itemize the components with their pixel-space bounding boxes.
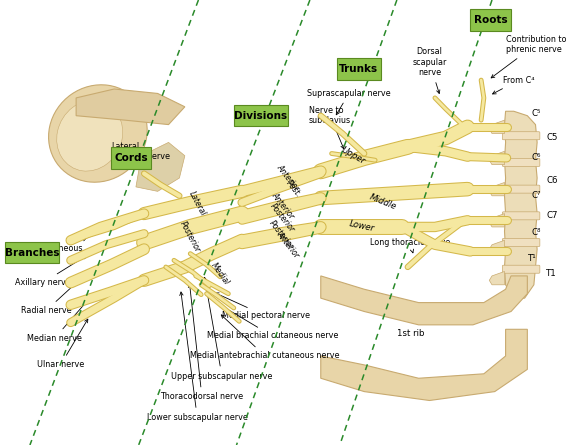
- Polygon shape: [489, 271, 505, 285]
- Text: Posterior: Posterior: [269, 202, 297, 234]
- Polygon shape: [489, 151, 505, 165]
- Text: Medial antebrachial cutaneous nerve: Medial antebrachial cutaneous nerve: [191, 315, 340, 360]
- Polygon shape: [136, 142, 185, 191]
- Polygon shape: [489, 120, 505, 134]
- Text: Lateral
pectoral nerve: Lateral pectoral nerve: [111, 142, 170, 170]
- Polygon shape: [489, 214, 505, 227]
- Polygon shape: [489, 240, 505, 254]
- Ellipse shape: [49, 85, 147, 182]
- Text: Middle: Middle: [369, 193, 398, 212]
- Text: C⁶: C⁶: [532, 154, 541, 162]
- Text: Trunks: Trunks: [339, 64, 378, 74]
- Text: Lateral: Lateral: [187, 190, 207, 217]
- Text: Anterior: Anterior: [275, 230, 301, 260]
- FancyBboxPatch shape: [502, 185, 540, 193]
- Text: Medial brachial cutaneous nerve: Medial brachial cutaneous nerve: [207, 303, 338, 340]
- FancyBboxPatch shape: [337, 58, 381, 80]
- Text: 1st rib: 1st rib: [397, 329, 424, 338]
- Text: Lower: Lower: [348, 219, 375, 233]
- Text: Nerve to
subclavius: Nerve to subclavius: [309, 106, 351, 149]
- Polygon shape: [505, 111, 537, 298]
- FancyBboxPatch shape: [5, 242, 59, 263]
- Text: C⁸: C⁸: [532, 228, 541, 237]
- Text: Thoracodorsal nerve: Thoracodorsal nerve: [160, 284, 243, 401]
- Text: Upper: Upper: [340, 146, 367, 166]
- Text: Post.: Post.: [284, 179, 303, 199]
- Text: Dorsal
scapular
nerve: Dorsal scapular nerve: [412, 48, 447, 93]
- Text: Divisions: Divisions: [234, 111, 288, 121]
- Text: C⁷: C⁷: [532, 191, 541, 200]
- Text: Anterior: Anterior: [270, 190, 296, 221]
- Text: Posterior: Posterior: [179, 220, 202, 254]
- Text: Radial nerve: Radial nerve: [21, 273, 87, 315]
- FancyBboxPatch shape: [502, 239, 540, 247]
- Text: Anterior: Anterior: [275, 163, 301, 193]
- Polygon shape: [489, 182, 505, 196]
- FancyBboxPatch shape: [234, 105, 288, 126]
- Text: C5: C5: [546, 134, 558, 142]
- Text: Lower subscapular nerve: Lower subscapular nerve: [147, 292, 247, 422]
- FancyBboxPatch shape: [502, 132, 540, 140]
- Text: Axillary nerve: Axillary nerve: [15, 255, 87, 287]
- Text: Contribution to
phrenic nerve: Contribution to phrenic nerve: [491, 35, 566, 78]
- Text: T¹: T¹: [529, 254, 537, 263]
- Text: Roots: Roots: [474, 15, 507, 25]
- Text: T1: T1: [546, 269, 557, 278]
- Polygon shape: [321, 276, 528, 325]
- FancyBboxPatch shape: [111, 147, 150, 169]
- Text: Upper subscapular nerve: Upper subscapular nerve: [171, 277, 273, 380]
- Text: From C⁴: From C⁴: [492, 76, 534, 94]
- Text: Medial: Medial: [210, 261, 231, 287]
- Text: Cords: Cords: [114, 153, 148, 163]
- Text: Branches: Branches: [5, 248, 59, 258]
- Text: Musculocutaneous
nerve: Musculocutaneous nerve: [8, 238, 86, 263]
- Text: Suprascapular nerve: Suprascapular nerve: [307, 89, 391, 115]
- Text: C6: C6: [546, 176, 558, 185]
- FancyBboxPatch shape: [502, 265, 540, 273]
- Text: Long thoracic nerve: Long thoracic nerve: [370, 238, 450, 253]
- Text: C7: C7: [546, 211, 558, 220]
- Text: C⁵: C⁵: [532, 109, 541, 118]
- Text: Medial pectoral nerve: Medial pectoral nerve: [215, 293, 310, 320]
- Text: Median nerve: Median nerve: [27, 301, 87, 343]
- Polygon shape: [321, 329, 528, 400]
- Ellipse shape: [57, 101, 123, 171]
- FancyBboxPatch shape: [470, 9, 511, 31]
- FancyBboxPatch shape: [502, 158, 540, 166]
- Text: Posterior: Posterior: [267, 218, 296, 251]
- Polygon shape: [76, 89, 185, 125]
- FancyBboxPatch shape: [502, 212, 540, 220]
- Text: Ulnar nerve: Ulnar nerve: [37, 319, 88, 369]
